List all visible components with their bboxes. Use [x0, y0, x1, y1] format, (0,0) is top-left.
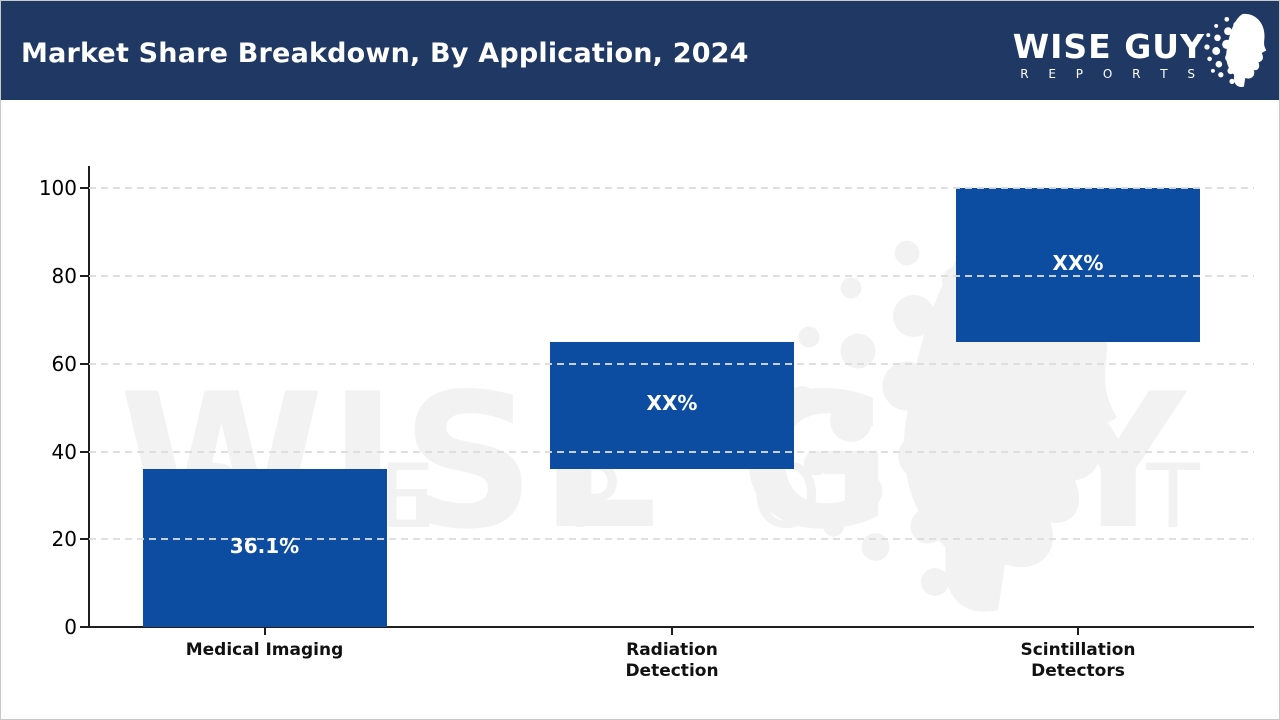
gridline-y80	[89, 275, 1254, 277]
gridline-y100	[89, 187, 1254, 190]
category-label: Radiation Detection	[625, 640, 719, 681]
x-axis-line	[88, 626, 1254, 628]
y-tick-label: 0	[64, 615, 77, 639]
y-tick-mark	[80, 538, 88, 541]
x-tick-mark	[671, 628, 673, 635]
bar-segment	[142, 468, 387, 627]
x-tick-mark	[1077, 628, 1079, 635]
y-tick-mark	[80, 275, 88, 277]
category-label: Medical Imaging	[185, 640, 344, 660]
page-title: Market Share Breakdown, By Application, …	[21, 38, 749, 69]
logo-wordmark: WISE GUY	[1012, 27, 1205, 66]
gridline-y20	[89, 538, 1254, 541]
bar-value-label: XX%	[646, 391, 698, 416]
y-tick-label: 40	[51, 439, 77, 464]
y-axis-line	[88, 166, 90, 628]
header-bar: Market Share Breakdown, By Application, …	[1, 1, 1279, 100]
gridline-y60	[89, 362, 1254, 365]
logo-subtext: R E P O R T S	[1020, 67, 1203, 81]
category-label: Scintillation Detectors	[1020, 640, 1136, 681]
bar-value-label: XX%	[1052, 251, 1104, 276]
y-tick-mark	[80, 450, 88, 453]
bar-value-label: 36.1%	[229, 533, 300, 558]
x-tick-mark	[263, 628, 266, 635]
y-tick-mark	[80, 187, 88, 190]
y-tick-label: 20	[51, 527, 77, 552]
gridline-y40	[89, 450, 1254, 453]
y-tick-mark	[80, 362, 88, 365]
y-tick-mark	[80, 626, 88, 628]
y-tick-label: 100	[38, 176, 77, 201]
wise-guy-reports-logo: WISE GUY R E P O R T S	[1013, 7, 1269, 95]
y-tick-label: 80	[51, 264, 77, 288]
y-tick-label: 60	[51, 351, 77, 376]
